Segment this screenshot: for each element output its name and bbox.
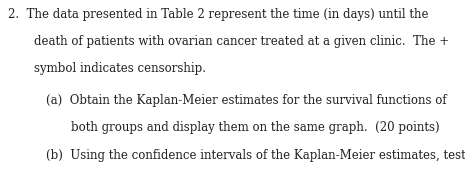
Text: 2.  The data presented in Table 2 represent the time (in days) until the: 2. The data presented in Table 2 represe… — [8, 8, 429, 21]
Text: (b)  Using the confidence intervals of the Kaplan-Meier estimates, test: (b) Using the confidence intervals of th… — [46, 149, 465, 162]
Text: death of patients with ovarian cancer treated at a given clinic.  The +: death of patients with ovarian cancer tr… — [34, 35, 449, 48]
Text: both groups and display them on the same graph.  (20 points): both groups and display them on the same… — [71, 121, 439, 134]
Text: symbol indicates censorship.: symbol indicates censorship. — [34, 62, 206, 76]
Text: (a)  Obtain the Kaplan-Meier estimates for the survival functions of: (a) Obtain the Kaplan-Meier estimates fo… — [46, 94, 446, 107]
